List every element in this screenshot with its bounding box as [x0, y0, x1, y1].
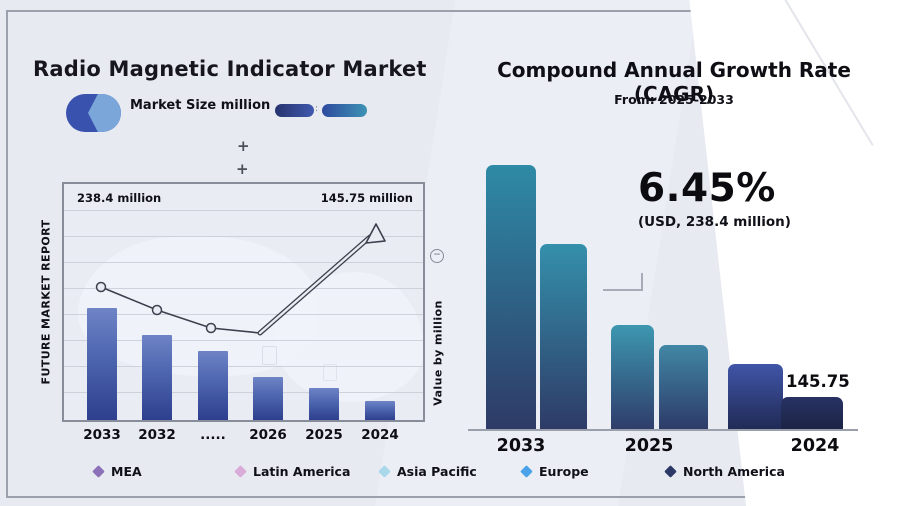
legend-item-asia-pacific: Asia Pacific	[378, 464, 477, 479]
gridline	[64, 262, 423, 263]
market-size-bar-2025	[309, 388, 339, 420]
legend-item-latin-america: Latin America	[234, 464, 351, 479]
diamond-icon	[664, 465, 677, 478]
cagr-value: 6.45%	[638, 166, 776, 211]
market-size-bar-2032	[142, 335, 172, 420]
region-legend: MEA Latin America Asia Pacific Europe North …	[0, 464, 900, 488]
cagr-bar	[611, 325, 654, 430]
background-blob	[274, 272, 423, 402]
market-size-cylinder-icon	[66, 94, 121, 132]
market-size-label: Market Size million	[130, 98, 271, 113]
market-size-x-axis: 2033 2032..... 2026 2025 2024	[62, 427, 425, 445]
market-size-bar-2026	[253, 377, 283, 420]
cagr-bar	[659, 345, 708, 430]
end-value-label: 145.75 million	[320, 191, 413, 205]
cagr-bar	[540, 244, 587, 430]
cagr-bar	[486, 165, 536, 430]
plus-icon: +	[237, 137, 250, 155]
page-title: Radio Magnetic Indicator Market	[33, 57, 427, 81]
x-label-2026: 2026	[249, 427, 287, 443]
bracket-line	[641, 273, 643, 290]
plus-icon: +	[236, 160, 249, 178]
legend-item-mea: MEA	[92, 464, 142, 479]
cagr-bar	[728, 364, 783, 430]
cagr-annotation: 145.75	[786, 372, 850, 391]
legend-label: MEA	[111, 464, 142, 479]
legend-label: Latin America	[253, 464, 351, 479]
diamond-icon	[234, 465, 247, 478]
cagr-baseline	[468, 429, 858, 431]
clipboard-watermark-icon	[323, 364, 337, 381]
x-label-2025: 2025	[624, 436, 674, 456]
minus-circle-icon: −	[430, 249, 444, 263]
gridline	[64, 392, 423, 393]
market-size-bar-.....	[198, 351, 228, 420]
cagr-title: Compound Annual Growth Rate (CAGR)	[497, 58, 851, 106]
bracket-line	[603, 289, 643, 291]
gridline	[64, 314, 423, 315]
gridline	[64, 288, 423, 289]
market-size-bar-2033	[87, 308, 117, 420]
clipboard-watermark-icon	[262, 346, 277, 365]
market-size-chart-plot: 238.4 million 145.75 million	[64, 184, 423, 420]
x-label-.....: .....	[200, 427, 226, 443]
legend-label: Europe	[539, 464, 589, 479]
x-label-2032: 2032	[138, 427, 176, 443]
x-label-2024: 2024	[361, 427, 399, 443]
gridline	[64, 236, 423, 237]
market-size-chart: 238.4 million 145.75 million	[62, 182, 425, 422]
trend-line-overlay	[95, 223, 386, 336]
gridline	[64, 210, 423, 211]
diamond-icon	[520, 465, 533, 478]
diamond-icon	[92, 465, 105, 478]
cagr-bar	[781, 397, 843, 430]
market-size-bar-2024	[365, 401, 395, 420]
cagr-x-axis: 2033 2025 2024	[0, 436, 900, 458]
legend-item-europe: Europe	[520, 464, 589, 479]
gridline	[64, 366, 423, 367]
minus-glyph: −	[433, 250, 441, 260]
gridline	[64, 340, 423, 341]
cagr-note: (USD, 238.4 million)	[638, 214, 791, 230]
legend-label: North America	[683, 464, 785, 479]
legend-item-north-america: North America	[664, 464, 785, 479]
cagr-subtitle: From: 2025-2033	[614, 92, 734, 107]
pill-separator: :	[315, 104, 319, 114]
x-label-2033: 2033	[496, 436, 546, 456]
diamond-icon	[378, 465, 391, 478]
x-label-2033: 2033	[83, 427, 121, 443]
pill-icon-navy	[275, 104, 314, 117]
x-label-2025: 2025	[305, 427, 343, 443]
x-label-2024: 2024	[790, 436, 840, 456]
legend-label: Asia Pacific	[397, 464, 477, 479]
start-value-label: 238.4 million	[77, 191, 162, 205]
pill-icon-teal	[322, 104, 367, 117]
